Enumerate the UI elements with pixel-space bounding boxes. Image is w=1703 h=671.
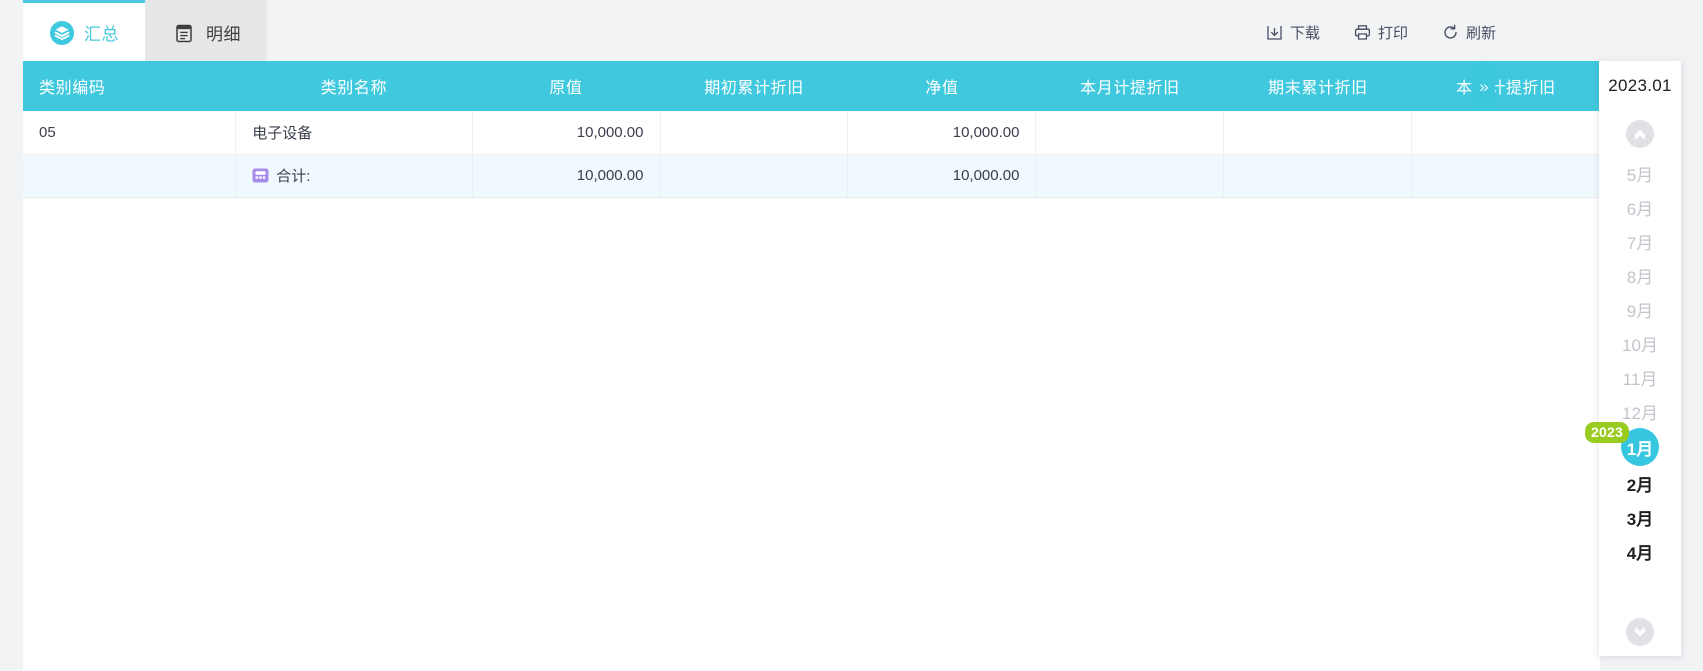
cell-net-value: 10,000.00 [847, 111, 1037, 155]
total-end-accum-depr [1223, 153, 1413, 198]
month-item-3[interactable]: 3月 [1626, 509, 1654, 529]
tab-summary[interactable]: 汇总 [23, 0, 145, 65]
cell-year-depr [1411, 111, 1600, 155]
refresh-button[interactable]: 刷新 [1442, 22, 1496, 43]
month-item-8[interactable]: 8月 [1626, 267, 1654, 287]
download-icon [1266, 24, 1283, 41]
total-net-value: 10,000.00 [847, 153, 1037, 198]
total-original-value: 10,000.00 [472, 153, 661, 198]
column-header-year-depr[interactable]: 本年计提折旧 [1411, 61, 1600, 111]
month-item-1-label: 1月 [1626, 439, 1654, 459]
cell-category-name: 电子设备 [235, 111, 473, 155]
top-bar: 汇总 明细 [0, 0, 1703, 65]
total-year-depr [1411, 153, 1600, 198]
tab-summary-label: 汇总 [84, 25, 119, 44]
column-header-net-value[interactable]: 净值 [847, 61, 1036, 111]
cell-begin-accum-depr [660, 111, 849, 155]
panel-collapse-button[interactable]: » [1473, 61, 1495, 111]
column-header-category-code[interactable]: 类别编码 [23, 61, 236, 111]
period-selector-panel: 2023.01 5月 6月 7月 8月 9月 10月 11月 12月 2023 … [1585, 61, 1681, 656]
year-badge: 2023 [1585, 422, 1629, 443]
column-header-begin-accum-depr[interactable]: 期初累计折旧 [660, 61, 848, 111]
refresh-label: 刷新 [1465, 25, 1496, 42]
table-header-row: 类别编码 类别名称 原值 期初累计折旧 净值 本月计提折旧 期末累计折旧 本年计… [23, 61, 1600, 111]
scroll-up-button[interactable] [1626, 120, 1654, 148]
toolbar-actions: 下载 打印 刷新 [1266, 0, 1496, 65]
month-item-9[interactable]: 9月 [1626, 301, 1654, 321]
cell-category-code: 05 [23, 111, 237, 155]
month-item-11[interactable]: 11月 [1622, 369, 1658, 389]
print-label: 打印 [1377, 25, 1408, 42]
total-month-depr [1035, 153, 1225, 198]
tab-bar: 汇总 明细 [23, 0, 267, 65]
total-label: 合计: [276, 168, 311, 185]
cell-end-accum-depr [1223, 111, 1413, 155]
tab-detail[interactable]: 明细 [145, 0, 267, 65]
column-header-end-accum-depr[interactable]: 期末累计折旧 [1223, 61, 1412, 111]
month-item-12[interactable]: 12月 [1622, 403, 1658, 423]
month-item-6[interactable]: 6月 [1626, 199, 1654, 219]
month-list: 5月 6月 7月 8月 9月 10月 11月 12月 2023 1月 2月 3月… [1585, 150, 1681, 616]
chevron-double-right-icon: » [1479, 76, 1489, 96]
download-label: 下载 [1289, 25, 1320, 42]
total-begin-accum-depr [660, 153, 849, 198]
cell-month-depr [1035, 111, 1225, 155]
column-header-category-name[interactable]: 类别名称 [235, 61, 473, 111]
column-header-original-value[interactable]: 原值 [472, 61, 660, 111]
month-item-10[interactable]: 10月 [1622, 335, 1658, 355]
clipboard-icon [171, 20, 197, 46]
refresh-icon [1442, 24, 1459, 41]
chevron-up-circle-icon [1631, 125, 1649, 143]
month-item-4[interactable]: 4月 [1626, 543, 1654, 563]
cell-original-value: 10,000.00 [472, 111, 661, 155]
scroll-down-button[interactable] [1626, 618, 1654, 646]
table-row[interactable]: 05 电子设备 10,000.00 10,000.00 [23, 111, 1600, 155]
month-item-1-selected[interactable]: 2023 1月 [1585, 422, 1659, 466]
report-table-container: 类别编码 类别名称 原值 期初累计折旧 净值 本月计提折旧 期末累计折旧 本年计… [23, 61, 1600, 671]
depreciation-summary-table: 类别编码 类别名称 原值 期初累计折旧 净值 本月计提折旧 期末累计折旧 本年计… [23, 61, 1600, 198]
month-item-7[interactable]: 7月 [1626, 233, 1654, 253]
current-period-label[interactable]: 2023.01 [1599, 61, 1681, 111]
chevron-down-circle-icon [1631, 623, 1649, 641]
total-label-cell: 合计: [235, 153, 473, 198]
total-spacer-cell [23, 153, 237, 198]
month-item-2[interactable]: 2月 [1626, 475, 1654, 495]
tab-detail-label: 明细 [206, 25, 241, 44]
sum-calculator-icon [252, 167, 269, 184]
month-item-5[interactable]: 5月 [1626, 165, 1654, 185]
download-button[interactable]: 下载 [1266, 22, 1320, 43]
print-button[interactable]: 打印 [1354, 22, 1408, 43]
printer-icon [1354, 24, 1371, 41]
column-header-month-depr[interactable]: 本月计提折旧 [1035, 61, 1224, 111]
layers-icon [49, 20, 75, 46]
table-total-row: 合计: 10,000.00 10,000.00 [23, 153, 1600, 198]
